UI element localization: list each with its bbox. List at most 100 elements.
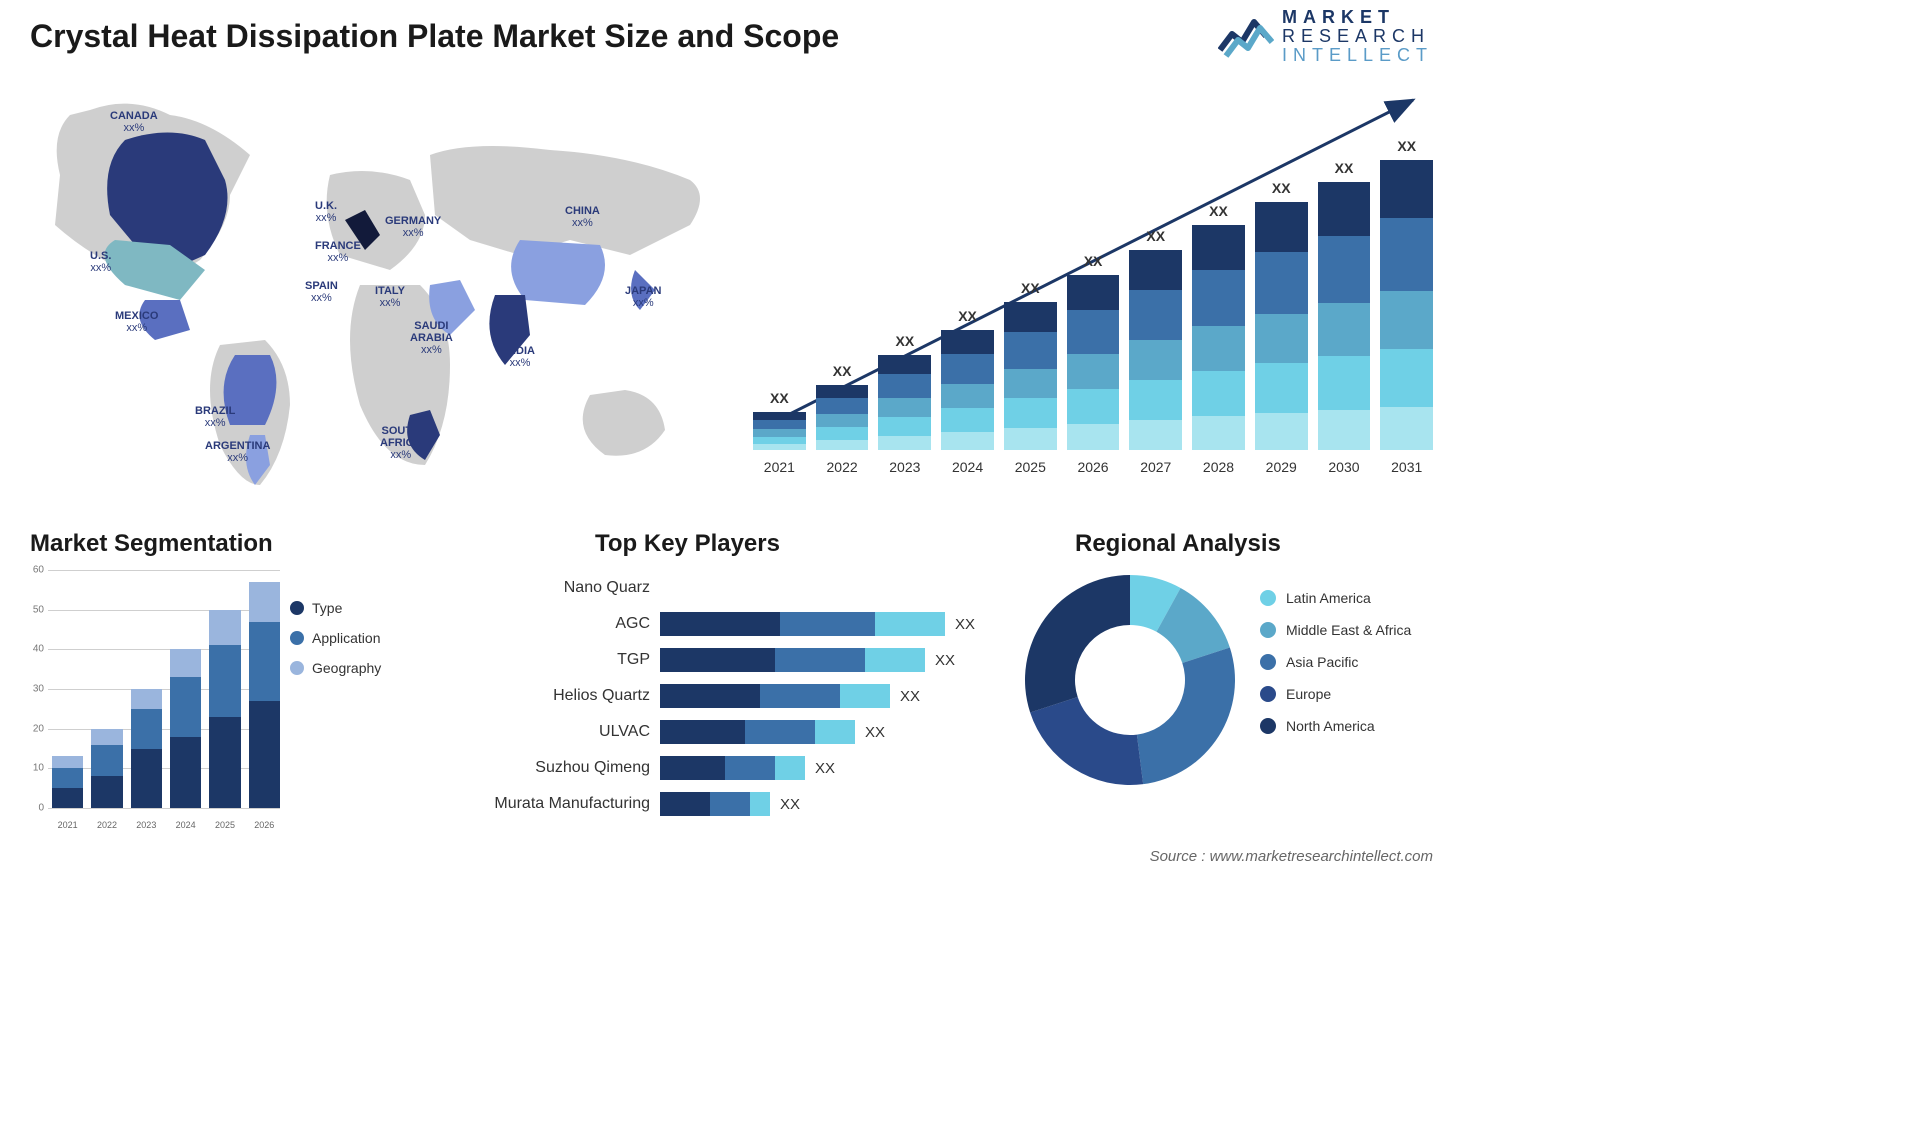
seg-legend-item: Geography bbox=[290, 660, 381, 676]
seg-bar-segment bbox=[170, 649, 201, 677]
regional-legend: Latin AmericaMiddle East & AfricaAsia Pa… bbox=[1260, 590, 1411, 750]
growth-bar-segment bbox=[1192, 371, 1245, 416]
growth-xaxis-label: 2025 bbox=[1004, 459, 1057, 475]
seg-xaxis-label: 2026 bbox=[249, 820, 280, 830]
player-bar bbox=[660, 576, 1000, 600]
seg-legend-item: Application bbox=[290, 630, 381, 646]
player-bar-segment bbox=[660, 684, 760, 708]
seg-bar-segment bbox=[91, 776, 122, 808]
growth-bar-segment bbox=[878, 374, 931, 398]
logo-text-3: INTELLECT bbox=[1282, 46, 1433, 65]
brand-logo: MARKET RESEARCH INTELLECT bbox=[1218, 8, 1433, 65]
growth-bar-segment bbox=[816, 427, 869, 440]
growth-bar-segment bbox=[941, 354, 994, 384]
growth-bar-segment bbox=[1192, 326, 1245, 371]
growth-bar-segment bbox=[816, 414, 869, 427]
seg-bar-segment bbox=[170, 677, 201, 737]
player-bar: XX bbox=[660, 648, 1000, 672]
map-label: SAUDIARABIAxx% bbox=[410, 320, 453, 356]
growth-bar-segment bbox=[1318, 236, 1371, 303]
player-value: XX bbox=[955, 616, 975, 633]
segmentation-chart: 202120222023202420252026 0102030405060 bbox=[20, 570, 280, 830]
player-bar-segment bbox=[760, 684, 840, 708]
seg-ytick: 40 bbox=[20, 644, 44, 655]
growth-bar-segment bbox=[1004, 428, 1057, 450]
growth-bar-segment bbox=[941, 330, 994, 354]
player-row: Helios Quartz XX bbox=[480, 678, 1000, 714]
player-value: XX bbox=[780, 796, 800, 813]
growth-bar-segment bbox=[753, 444, 806, 450]
map-label: CANADAxx% bbox=[110, 110, 158, 134]
player-bar: XX bbox=[660, 792, 1000, 816]
map-label: GERMANYxx% bbox=[385, 215, 441, 239]
seg-ytick: 50 bbox=[20, 604, 44, 615]
player-bar-segment bbox=[775, 648, 865, 672]
seg-bar-segment bbox=[209, 717, 240, 808]
growth-bar-segment bbox=[941, 432, 994, 450]
seg-xaxis-label: 2023 bbox=[131, 820, 162, 830]
player-value: XX bbox=[900, 688, 920, 705]
growth-xaxis-label: 2027 bbox=[1129, 459, 1182, 475]
growth-bar-segment bbox=[1067, 424, 1120, 450]
segmentation-xaxis: 202120222023202420252026 bbox=[52, 820, 280, 830]
player-bar-segment bbox=[875, 612, 945, 636]
seg-legend-label: Application bbox=[312, 630, 381, 646]
map-label: U.S.xx% bbox=[90, 250, 111, 274]
growth-bar: XX bbox=[941, 330, 994, 450]
seg-ytick: 60 bbox=[20, 565, 44, 576]
growth-bar-label: XX bbox=[1380, 138, 1433, 154]
growth-bar-segment bbox=[1255, 363, 1308, 413]
map-label: FRANCExx% bbox=[315, 240, 361, 264]
growth-bar-chart: XXXXXXXXXXXXXXXXXXXXXX 20212022202320242… bbox=[753, 85, 1433, 475]
players-chart: Nano QuarzAGCXXTGPXXHelios QuartzXXULVAC… bbox=[480, 570, 1000, 840]
growth-bar: XX bbox=[753, 412, 806, 450]
regional-legend-item: North America bbox=[1260, 718, 1411, 734]
growth-bar-segment bbox=[816, 385, 869, 398]
seg-bar-segment bbox=[209, 645, 240, 716]
regional-legend-label: Asia Pacific bbox=[1286, 654, 1358, 670]
seg-bar bbox=[209, 610, 240, 808]
map-label: JAPANxx% bbox=[625, 285, 661, 309]
growth-bar-segment bbox=[1067, 275, 1120, 310]
growth-bar-label: XX bbox=[1067, 253, 1120, 269]
growth-xaxis-label: 2028 bbox=[1192, 459, 1245, 475]
seg-bar-segment bbox=[249, 701, 280, 808]
logo-mark-icon bbox=[1218, 12, 1274, 60]
growth-bar: XX bbox=[1129, 250, 1182, 450]
growth-bar-label: XX bbox=[1004, 280, 1057, 296]
map-label: MEXICOxx% bbox=[115, 310, 158, 334]
growth-bar-segment bbox=[1255, 252, 1308, 314]
growth-xaxis-label: 2031 bbox=[1380, 459, 1433, 475]
player-bar-segment bbox=[815, 720, 855, 744]
growth-bar-segment bbox=[878, 398, 931, 417]
growth-bar-label: XX bbox=[941, 308, 994, 324]
growth-bar-segment bbox=[1004, 332, 1057, 369]
player-name: Helios Quartz bbox=[480, 687, 660, 705]
seg-xaxis-label: 2025 bbox=[209, 820, 240, 830]
growth-bar-segment bbox=[1004, 302, 1057, 332]
segmentation-bars bbox=[52, 570, 280, 808]
growth-bar-segment bbox=[1255, 202, 1308, 252]
seg-bar-segment bbox=[91, 745, 122, 777]
growth-bar: XX bbox=[878, 355, 931, 450]
regional-title: Regional Analysis bbox=[1075, 530, 1281, 558]
player-bar: XX bbox=[660, 756, 1000, 780]
world-map: CANADAxx%U.S.xx%MEXICOxx%BRAZILxx%ARGENT… bbox=[30, 85, 730, 505]
segmentation-title: Market Segmentation bbox=[30, 530, 273, 558]
player-bar-segment bbox=[660, 792, 710, 816]
growth-bar-segment bbox=[1129, 290, 1182, 340]
regional-legend-item: Latin America bbox=[1260, 590, 1411, 606]
player-bar-segment bbox=[865, 648, 925, 672]
donut-svg bbox=[1020, 570, 1240, 790]
seg-bar-segment bbox=[52, 788, 83, 808]
seg-bar bbox=[249, 582, 280, 808]
player-bar-segment bbox=[660, 612, 780, 636]
seg-bar bbox=[131, 689, 162, 808]
growth-xaxis-label: 2021 bbox=[753, 459, 806, 475]
growth-xaxis-label: 2023 bbox=[878, 459, 931, 475]
seg-ytick: 20 bbox=[20, 723, 44, 734]
growth-bar-segment bbox=[1380, 160, 1433, 218]
growth-bar-segment bbox=[1129, 250, 1182, 290]
growth-bar-segment bbox=[1192, 225, 1245, 270]
growth-bar-label: XX bbox=[816, 363, 869, 379]
